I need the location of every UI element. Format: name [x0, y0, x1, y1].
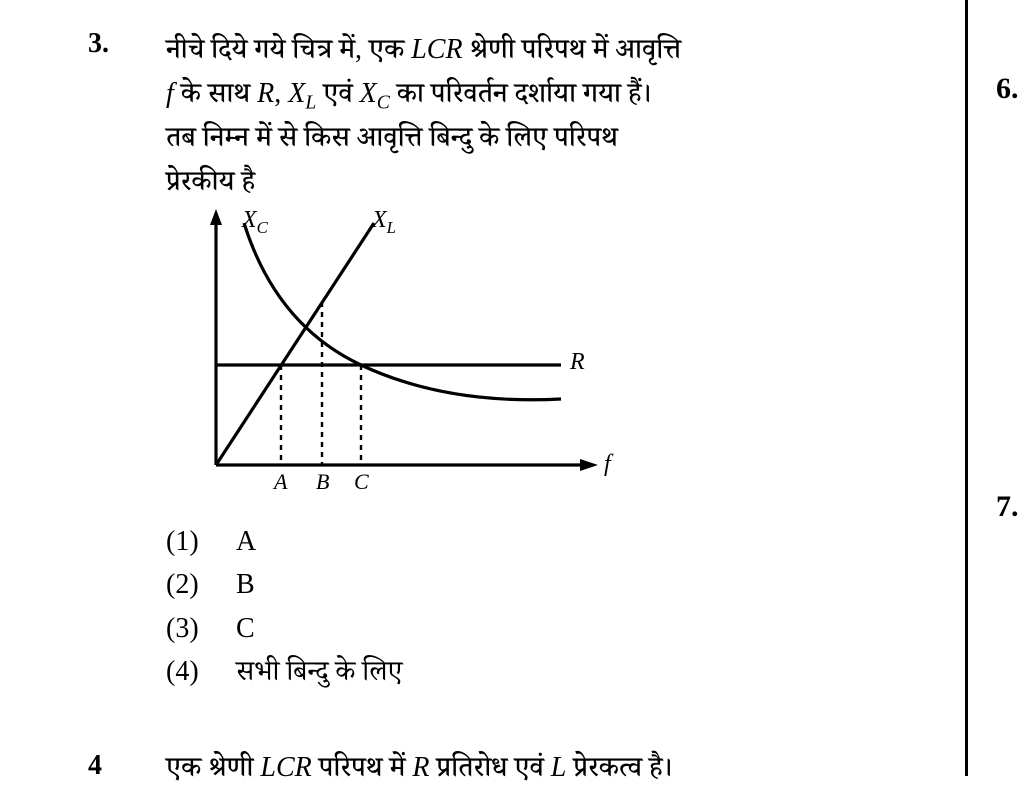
chart-svg: [166, 205, 626, 505]
text: ,: [274, 78, 288, 109]
lcr: LCR: [411, 34, 462, 65]
label-r: R: [570, 349, 585, 376]
text: प्रतिरोध एवं: [429, 752, 550, 783]
text: एक श्रेणी: [166, 752, 260, 783]
r-var: R: [257, 78, 274, 109]
lcr-chart: XC XL R f A B C: [166, 205, 626, 505]
option-3[interactable]: (3) C: [166, 607, 402, 650]
option-2-num: (2): [166, 563, 236, 606]
page: 6. 7. 3. नीचे दिये गये चित्र में, एक LCR…: [0, 0, 1024, 776]
column-divider: [965, 0, 968, 776]
question-line-2: f के साथ R, XL एवं XC का परिवर्तन दर्शाय…: [166, 72, 946, 119]
question-line-3: तब निम्न में से किस आवृत्ति बिन्दु के लि…: [166, 116, 946, 159]
option-4[interactable]: (4) सभी बिन्दु के लिए: [166, 650, 402, 693]
text: का परिवर्तन दर्शाया गया हैं।: [390, 78, 652, 109]
options-list: (1) A (2) B (3) C (4) सभी बिन्दु के लिए: [166, 520, 402, 694]
label-xl: XL: [372, 207, 396, 238]
tick-b: B: [316, 469, 329, 495]
next-question-number: 4: [88, 750, 102, 782]
text: एवं: [316, 78, 359, 109]
r-var: R: [412, 752, 429, 783]
xl-sub: L: [305, 93, 316, 114]
text: परिपथ में: [312, 752, 413, 783]
option-4-value: सभी बिन्दु के लिए: [236, 650, 402, 693]
question-line-4: प्रेरकीय है: [166, 160, 946, 203]
label-xc: XC: [242, 207, 268, 238]
next-question-text: एक श्रेणी LCR परिपथ में R प्रतिरोध एवं L…: [166, 750, 673, 794]
xl-var: X: [288, 78, 305, 109]
question-line-1: नीचे दिये गये चित्र में, एक LCR श्रेणी प…: [166, 28, 946, 71]
option-1-value: A: [236, 520, 256, 563]
l-var: L: [551, 752, 567, 783]
option-2-value: B: [236, 563, 255, 606]
side-qnum-6: 6.: [996, 72, 1019, 106]
text: नीचे दिये गये चित्र में, एक: [166, 34, 411, 65]
option-3-value: C: [236, 607, 255, 650]
tick-c: C: [354, 469, 369, 495]
option-2[interactable]: (2) B: [166, 563, 402, 606]
option-1[interactable]: (1) A: [166, 520, 402, 563]
f-var: f: [166, 78, 174, 109]
option-4-num: (4): [166, 650, 236, 693]
text: प्रेरकत्व है।: [566, 752, 673, 783]
lcr: LCR: [260, 752, 311, 783]
xc-var: X: [360, 78, 377, 109]
axes: [210, 209, 598, 471]
tick-a: A: [274, 469, 287, 495]
text: के साथ: [174, 78, 257, 109]
xc-sub: C: [377, 93, 390, 114]
option-1-num: (1): [166, 520, 236, 563]
question-number: 3.: [88, 28, 109, 60]
side-qnum-7: 7.: [996, 490, 1019, 524]
label-f: f: [604, 451, 611, 478]
xl-line: [216, 223, 374, 465]
text: श्रेणी परिपथ में आवृत्ति: [463, 34, 681, 65]
option-3-num: (3): [166, 607, 236, 650]
xc-curve: [244, 223, 561, 400]
